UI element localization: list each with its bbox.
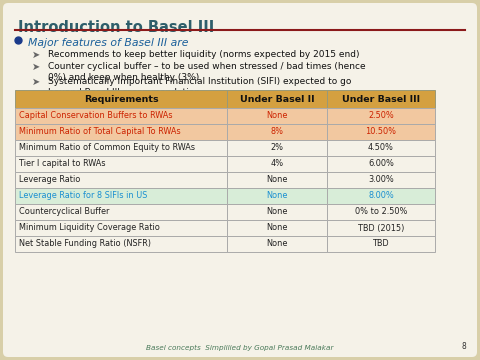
Text: 8%: 8% [271,127,284,136]
Bar [327,188,435,204]
Bar [227,236,327,252]
Text: Leverage Ratio for 8 SIFIs in US: Leverage Ratio for 8 SIFIs in US [19,192,147,201]
Text: Basel concepts  Simplilied by Gopal Prasad Malakar: Basel concepts Simplilied by Gopal Prasa… [146,345,334,351]
Bar [227,156,327,172]
Text: 6.00%: 6.00% [368,159,394,168]
Text: None: None [266,239,288,248]
Bar [15,188,227,204]
Text: None: None [266,224,288,233]
Bar [227,188,327,204]
Text: TBD (2015): TBD (2015) [358,224,404,233]
Bar [227,124,327,140]
Text: 4%: 4% [270,159,284,168]
Text: Tier I capital to RWAs: Tier I capital to RWAs [19,159,106,168]
Text: Leverage Ratio: Leverage Ratio [19,175,80,184]
Bar [15,140,227,156]
Text: Minimum Ratio of Total Capital To RWAs: Minimum Ratio of Total Capital To RWAs [19,127,180,136]
Text: Requirements: Requirements [84,94,158,104]
Bar [227,204,327,220]
Text: None: None [266,192,288,201]
Text: None: None [266,175,288,184]
Text: Under Basel III: Under Basel III [342,94,420,104]
Text: 3.00%: 3.00% [368,175,394,184]
Bar [327,90,435,108]
Text: 10.50%: 10.50% [365,127,396,136]
FancyBboxPatch shape [3,3,477,357]
Bar [15,156,227,172]
Text: Minimum Ratio of Common Equity to RWAs: Minimum Ratio of Common Equity to RWAs [19,144,195,153]
Text: 2.50%: 2.50% [368,112,394,121]
Bar [327,156,435,172]
Bar [227,172,327,188]
Text: Snapshot of Basel II vs Basel III comparison: Snapshot of Basel II vs Basel III compar… [48,94,244,103]
Text: Recommends to keep better liquidity (norms expected by 2015 end): Recommends to keep better liquidity (nor… [48,50,360,59]
Bar [227,140,327,156]
Text: Minimum Liquidity Coverage Ratio: Minimum Liquidity Coverage Ratio [19,224,160,233]
Text: Countercyclical Buffer: Countercyclical Buffer [19,207,109,216]
Bar [15,108,227,124]
Text: ➤: ➤ [32,94,40,104]
Bar [327,108,435,124]
Text: 2%: 2% [271,144,284,153]
Text: ➤: ➤ [32,50,40,60]
Bar [15,204,227,220]
Bar [15,172,227,188]
Text: None: None [266,207,288,216]
Text: Under Basel II: Under Basel II [240,94,314,104]
Bar [327,220,435,236]
Bar [227,220,327,236]
Text: 4.50%: 4.50% [368,144,394,153]
Text: 8.00%: 8.00% [368,192,394,201]
Bar [227,108,327,124]
Bar [327,140,435,156]
Text: Major features of Basel III are: Major features of Basel III are [28,38,189,48]
Bar [327,172,435,188]
Text: Counter cyclical buffer – to be used when stressed / bad times (hence
0%) and ke: Counter cyclical buffer – to be used whe… [48,62,366,82]
Text: Systematically Important Financial Institution (SIFI) expected to go
beyond Base: Systematically Important Financial Insti… [48,77,351,97]
Text: TBD: TBD [372,239,389,248]
Text: Net Stable Funding Ratio (NSFR): Net Stable Funding Ratio (NSFR) [19,239,151,248]
Bar [15,90,227,108]
Bar [327,204,435,220]
Text: None: None [266,112,288,121]
Text: 0% to 2.50%: 0% to 2.50% [355,207,407,216]
Bar [227,90,327,108]
Bar [15,124,227,140]
Text: ➤: ➤ [32,77,40,87]
Bar [15,220,227,236]
Text: Introduction to Basel III: Introduction to Basel III [18,20,214,35]
Bar [327,236,435,252]
Text: Capital Conservation Buffers to RWAs: Capital Conservation Buffers to RWAs [19,112,172,121]
Bar [327,124,435,140]
Bar [15,236,227,252]
Text: 8: 8 [461,342,466,351]
Text: ➤: ➤ [32,62,40,72]
